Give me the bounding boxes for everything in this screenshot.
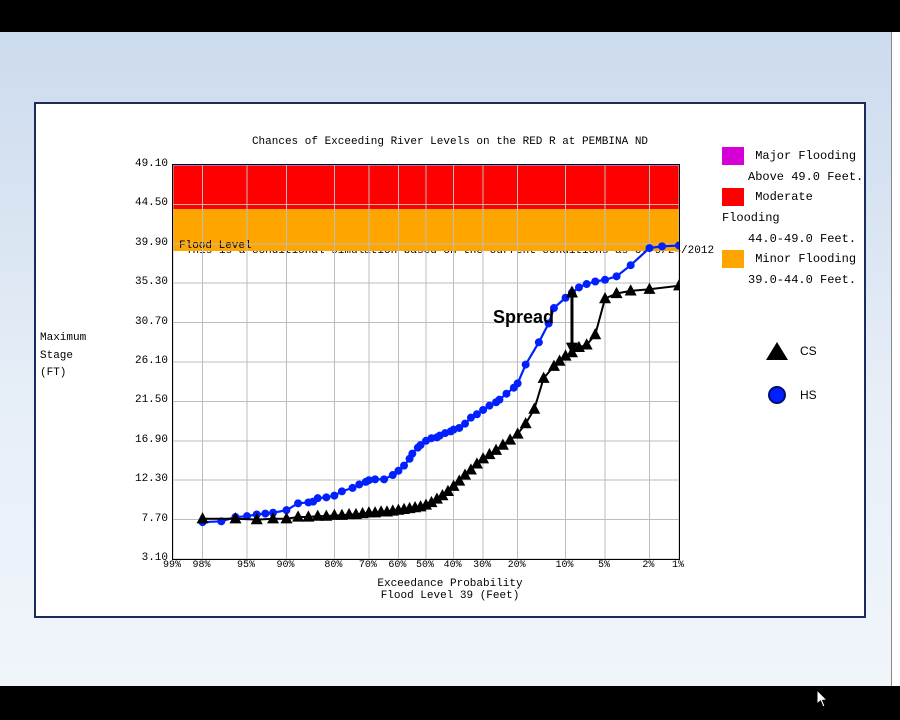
y-axis-label: Maximum Stage (FT) xyxy=(40,330,120,383)
ytick-label: 44.50 xyxy=(124,197,168,209)
series-point-HS xyxy=(408,450,416,458)
xtick-label: 95% xyxy=(232,560,260,571)
ytick-label: 16.90 xyxy=(124,434,168,446)
ytick-label: 35.30 xyxy=(124,276,168,288)
series-point-HS xyxy=(380,475,388,483)
circle-icon xyxy=(764,384,790,406)
series-point-HS xyxy=(461,420,469,428)
spread-label: Spread xyxy=(493,307,554,328)
xtick-label: 30% xyxy=(468,560,496,571)
series-point-HS xyxy=(514,379,522,387)
xtick-label: 1% xyxy=(664,560,692,571)
series-point-HS xyxy=(601,276,609,284)
xtick-label: 98% xyxy=(188,560,216,571)
series-point-HS xyxy=(675,242,679,250)
legend-row-minor: Minor Flooding 39.0-44.0 Feet. xyxy=(722,249,864,290)
series-point-HS xyxy=(658,242,666,250)
plot-svg xyxy=(173,165,679,559)
ytick-label: 49.10 xyxy=(124,158,168,170)
series-point-HS xyxy=(322,493,330,501)
series-legend-hs: HS xyxy=(764,384,817,406)
spread-arrow xyxy=(566,285,578,354)
series-point-HS xyxy=(371,475,379,483)
x-axis-label: Exceedance Probability Flood Level 39 (F… xyxy=(36,578,864,602)
ytick-label: 30.70 xyxy=(124,316,168,328)
ytick-label: 7.70 xyxy=(124,513,168,525)
legend-row-moderate: Moderate Flooding 44.0-49.0 Feet. xyxy=(722,187,864,249)
legend-swatch-moderate xyxy=(722,188,744,206)
series-point-HS xyxy=(627,261,635,269)
xtick-label: 90% xyxy=(271,560,299,571)
series-point-CS xyxy=(520,417,532,428)
xtick-label: 60% xyxy=(383,560,411,571)
xtick-label: 10% xyxy=(551,560,579,571)
series-point-CS xyxy=(589,328,601,339)
xtick-label: 50% xyxy=(411,560,439,571)
flood-legend: Major Flooding Above 49.0 Feet. Moderate… xyxy=(722,146,864,290)
ytick-label: 21.50 xyxy=(124,394,168,406)
ytick-label: 26.10 xyxy=(124,355,168,367)
triangle-icon xyxy=(764,340,790,362)
series-point-HS xyxy=(645,244,653,252)
series-point-CS xyxy=(528,403,540,414)
legend-swatch-major xyxy=(722,147,744,165)
letterbox-bottom xyxy=(0,686,900,720)
chart: Chances of Exceeding River Levels on the… xyxy=(36,104,864,616)
series-point-HS xyxy=(575,283,583,291)
series-point-HS xyxy=(400,462,408,470)
series-line-CS xyxy=(203,286,679,520)
xtick-label: 99% xyxy=(158,560,186,571)
legend-row-major: Major Flooding Above 49.0 Feet. xyxy=(722,146,864,187)
series-point-HS xyxy=(314,494,322,502)
plot-area: Flood Level xyxy=(172,164,680,560)
series-point-HS xyxy=(502,390,510,398)
series-point-HS xyxy=(535,338,543,346)
xtick-label: 2% xyxy=(634,560,662,571)
xtick-label: 80% xyxy=(319,560,347,571)
xtick-label: 70% xyxy=(354,560,382,571)
series-point-CS xyxy=(673,279,679,290)
series-point-HS xyxy=(522,361,530,369)
window-right-edge xyxy=(891,32,900,686)
series-point-HS xyxy=(613,272,621,280)
xtick-label: 20% xyxy=(503,560,531,571)
series-legend: CS HS xyxy=(764,340,817,428)
letterbox-top xyxy=(0,0,900,32)
legend-swatch-minor xyxy=(722,250,744,268)
ytick-label: 12.30 xyxy=(124,473,168,485)
chart-panel: Chances of Exceeding River Levels on the… xyxy=(34,102,866,618)
xtick-label: 5% xyxy=(590,560,618,571)
ytick-label: 39.90 xyxy=(124,237,168,249)
series-point-HS xyxy=(583,280,591,288)
series-point-HS xyxy=(591,277,599,285)
xtick-label: 40% xyxy=(439,560,467,571)
series-point-HS xyxy=(495,396,503,404)
series-point-HS xyxy=(330,492,338,500)
series-point-HS xyxy=(338,487,346,495)
series-point-HS xyxy=(261,510,269,518)
series-legend-cs: CS xyxy=(764,340,817,362)
series-point-HS xyxy=(294,499,302,507)
